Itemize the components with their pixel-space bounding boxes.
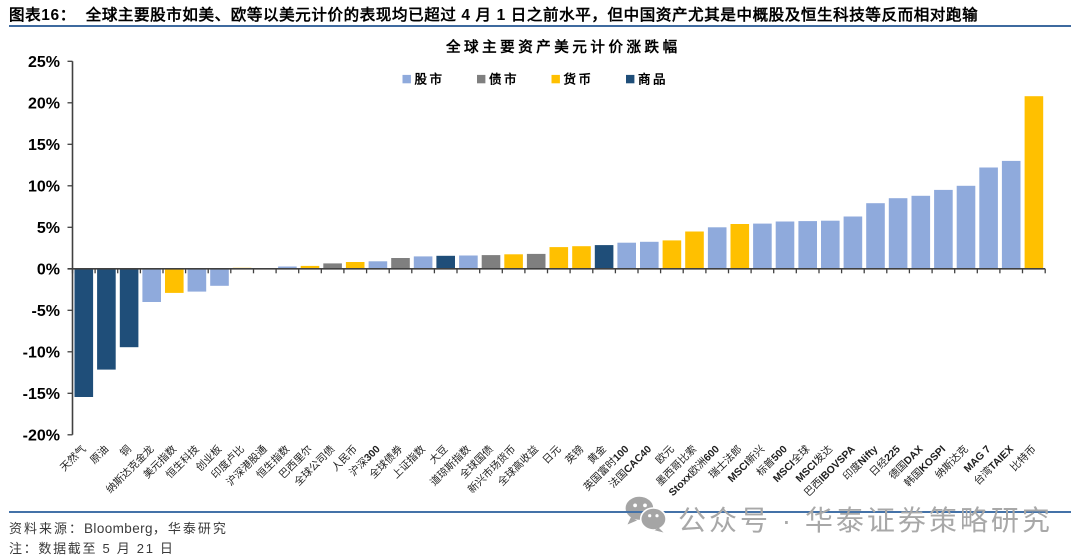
svg-text:英镑: 英镑 xyxy=(562,443,586,467)
svg-text:原油: 原油 xyxy=(87,443,111,467)
svg-text:日元: 日元 xyxy=(541,444,563,466)
svg-text:比特币: 比特币 xyxy=(1007,443,1038,474)
svg-text:0%: 0% xyxy=(37,262,60,279)
svg-text:货币: 货币 xyxy=(564,72,594,87)
svg-text:10%: 10% xyxy=(28,179,60,196)
svg-text:25%: 25% xyxy=(28,54,60,71)
svg-text:-10%: -10% xyxy=(23,345,60,362)
svg-text:铜: 铜 xyxy=(118,443,134,459)
svg-text:债市: 债市 xyxy=(489,72,519,87)
svg-text:股市: 股市 xyxy=(415,72,445,87)
svg-text:-20%: -20% xyxy=(23,428,60,445)
svg-text:天然气: 天然气 xyxy=(57,443,88,474)
svg-text:5%: 5% xyxy=(37,220,60,237)
svg-text:15%: 15% xyxy=(28,137,60,154)
svg-text:20%: 20% xyxy=(28,96,60,113)
svg-text:-15%: -15% xyxy=(23,386,60,403)
svg-text:-5%: -5% xyxy=(32,303,60,320)
svg-text:商品: 商品 xyxy=(638,72,668,87)
